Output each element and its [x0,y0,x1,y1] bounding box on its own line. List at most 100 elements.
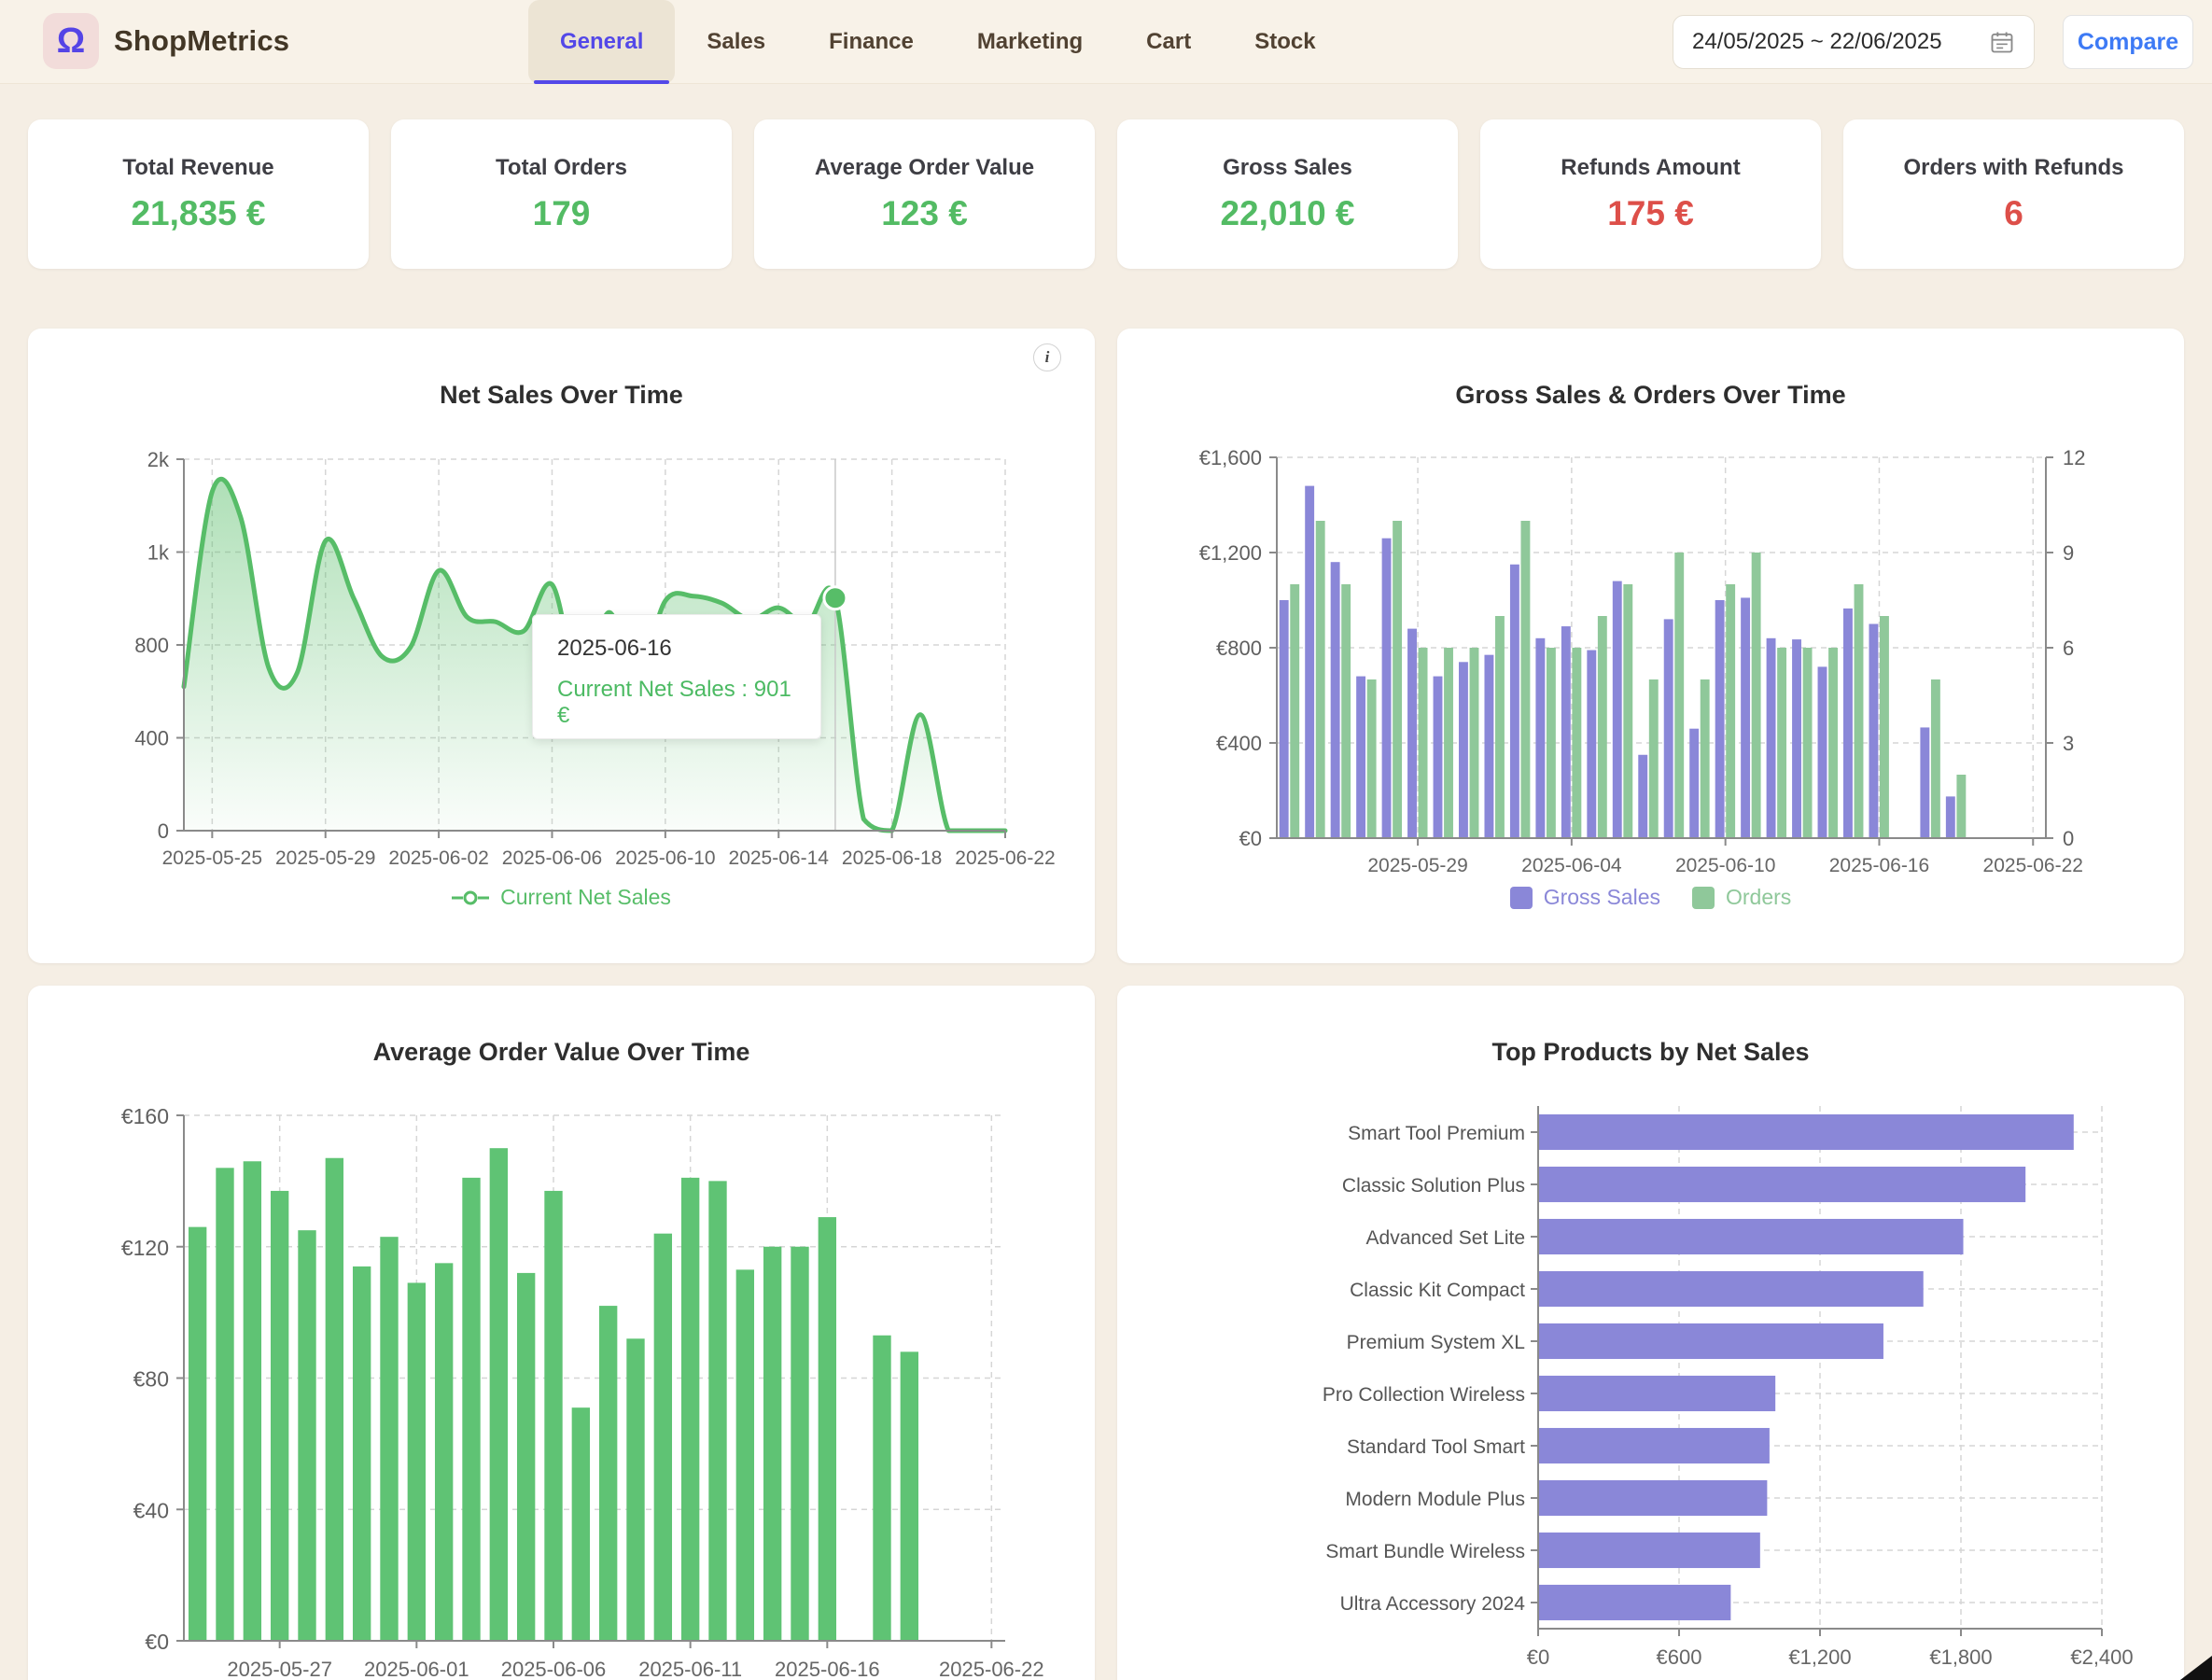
svg-text:€1,800: €1,800 [1929,1645,1992,1669]
kpi-value: 21,835 € [131,194,266,232]
svg-text:2k: 2k [147,448,170,471]
top-products-title: Top Products by Net Sales [1491,1038,1810,1066]
tab-marketing[interactable]: Marketing [976,29,1084,54]
svg-text:Advanced Set Lite: Advanced Set Lite [1366,1227,1525,1249]
info-icon[interactable]: i [1033,343,1061,371]
chart-tooltip: 2025-06-16 Current Net Sales : 901 € [532,614,821,739]
svg-text:Classic Solution Plus: Classic Solution Plus [1342,1175,1525,1197]
kpi-card: Orders with Refunds 6 [1843,119,2184,269]
svg-text:3: 3 [2063,732,2074,755]
svg-text:2025-06-06: 2025-06-06 [502,847,602,869]
kpi-row: Total Revenue 21,835 € Total Orders 179 Aver… [28,119,2184,269]
svg-text:0: 0 [158,819,169,843]
gross-sales-orders-card: Gross Sales & Orders Over Time €0 €400 €80… [1117,329,2184,963]
tab-finance[interactable]: Finance [829,29,914,54]
svg-text:Premium System XL: Premium System XL [1347,1332,1525,1353]
average-order-value-title: Average Order Value Over Time [372,1038,750,1066]
svg-text:12: 12 [2063,446,2085,469]
kpi-card: Average Order Value 123 € [754,119,1095,269]
net-sales-title: Net Sales Over Time [440,381,683,409]
svg-text:Ultra Accessory 2024: Ultra Accessory 2024 [1340,1593,1526,1615]
kpi-value: 179 [532,194,591,232]
svg-text:2025-06-06: 2025-06-06 [501,1658,607,1680]
svg-text:2025-06-02: 2025-06-02 [388,847,488,869]
svg-text:2025-05-27: 2025-05-27 [227,1658,332,1680]
svg-text:9: 9 [2063,541,2074,565]
legend-item-current-net-sales[interactable]: Current Net Sales [452,885,671,910]
net-sales-card: Net Sales Over Time i 0 400 800 1k 2k 2025-05… [28,329,1095,963]
net-sales-legend: Current Net Sales [28,885,1095,910]
orders-swatch [1691,886,1715,909]
legend-item-gross-sales[interactable]: Gross Sales [1509,885,1660,910]
kpi-label: Total Orders [496,155,627,180]
app-header: Ω ShopMetrics General Sales Finance Marketi… [0,0,2212,84]
tab-stock[interactable]: Stock [1254,29,1316,54]
svg-text:2025-05-29: 2025-05-29 [275,847,375,869]
kpi-value: 175 € [1607,194,1694,232]
svg-text:400: 400 [134,727,169,750]
legend-label: Current Net Sales [500,885,671,909]
svg-text:€0: €0 [1239,827,1262,850]
svg-text:€120: €120 [121,1236,169,1260]
kpi-card: Total Orders 179 [391,119,732,269]
calendar-icon [1991,32,2013,53]
kpi-label: Total Revenue [122,155,274,180]
svg-text:800: 800 [134,634,169,657]
tooltip-value: Current Net Sales : 901 € [557,677,791,728]
line-marker-icon [452,890,490,904]
top-products-chart[interactable]: Smart Tool Premium Classic Solution Plus A… [1117,986,2184,1680]
svg-text:€1,600: €1,600 [1199,446,1262,469]
svg-text:2025-06-22: 2025-06-22 [955,847,1055,869]
svg-text:€160: €160 [121,1104,169,1128]
kpi-value: 22,010 € [1220,194,1355,232]
svg-text:2025-05-29: 2025-05-29 [1367,855,1467,876]
kpi-value: 123 € [881,194,968,232]
nav-tabs: General Sales Finance Marketing Cart Stock [528,0,1348,84]
svg-text:2025-06-04: 2025-06-04 [1521,855,1622,876]
svg-text:Pro Collection Wireless: Pro Collection Wireless [1323,1384,1525,1406]
top-products-card: Top Products by Net Sales Smart Tool Pre… [1117,986,2184,1680]
svg-text:2025-06-10: 2025-06-10 [615,847,715,869]
gross-sales-orders-legend: Gross Sales Orders [1117,885,2184,910]
kpi-label: Gross Sales [1223,155,1352,180]
kpi-card: Gross Sales 22,010 € [1117,119,1458,269]
kpi-card: Total Revenue 21,835 € [28,119,369,269]
mouse-cursor [2180,1656,2212,1680]
svg-text:2025-06-18: 2025-06-18 [842,847,942,869]
svg-text:2025-06-16: 2025-06-16 [1829,855,1929,876]
legend-item-orders[interactable]: Orders [1691,885,1792,910]
svg-text:€600: €600 [1657,1645,1702,1669]
tab-sales[interactable]: Sales [707,29,766,54]
date-range-picker[interactable]: 24/05/2025 ~ 22/06/2025 [1673,15,2035,69]
kpi-value: 6 [2004,194,2023,232]
logo-group: Ω ShopMetrics [43,13,289,69]
svg-text:€0: €0 [145,1630,169,1654]
tab-general[interactable]: General [528,0,676,84]
svg-text:2025-06-16: 2025-06-16 [775,1658,880,1680]
app-logo-icon: Ω [43,13,99,69]
kpi-label: Orders with Refunds [1903,155,2124,180]
svg-text:2025-06-22: 2025-06-22 [939,1658,1044,1680]
svg-text:Smart Tool Premium: Smart Tool Premium [1348,1123,1525,1144]
svg-text:0: 0 [2063,827,2074,850]
svg-text:€1,200: €1,200 [1199,541,1262,565]
svg-text:€40: €40 [133,1498,169,1522]
tab-cart[interactable]: Cart [1146,29,1192,54]
compare-button[interactable]: Compare [2063,15,2193,69]
app-title: ShopMetrics [114,24,290,57]
svg-text:€2,400: €2,400 [2070,1645,2133,1669]
average-order-value-chart[interactable]: €0 €40 €80 €120 €160 2025-05-27 2025-06-01 2025… [28,986,1095,1680]
svg-text:2025-06-10: 2025-06-10 [1675,855,1775,876]
legend-label: Gross Sales [1543,885,1660,909]
svg-text:Standard Tool Smart: Standard Tool Smart [1347,1436,1525,1458]
gross-sales-orders-chart[interactable]: €0 €400 €800 €1,200 €1,600 0 3 6 9 12 2025-05-29 20… [1117,329,2184,963]
svg-text:Classic Kit Compact: Classic Kit Compact [1350,1280,1525,1301]
legend-label: Orders [1725,885,1792,909]
svg-text:2025-06-22: 2025-06-22 [1983,855,2083,876]
gross-sales-swatch [1509,886,1533,909]
svg-text:2025-06-11: 2025-06-11 [638,1658,742,1680]
kpi-card: Refunds Amount 175 € [1480,119,1821,269]
svg-text:Smart Bundle Wireless: Smart Bundle Wireless [1325,1541,1525,1562]
svg-text:6: 6 [2063,637,2074,660]
svg-text:1k: 1k [147,541,170,565]
